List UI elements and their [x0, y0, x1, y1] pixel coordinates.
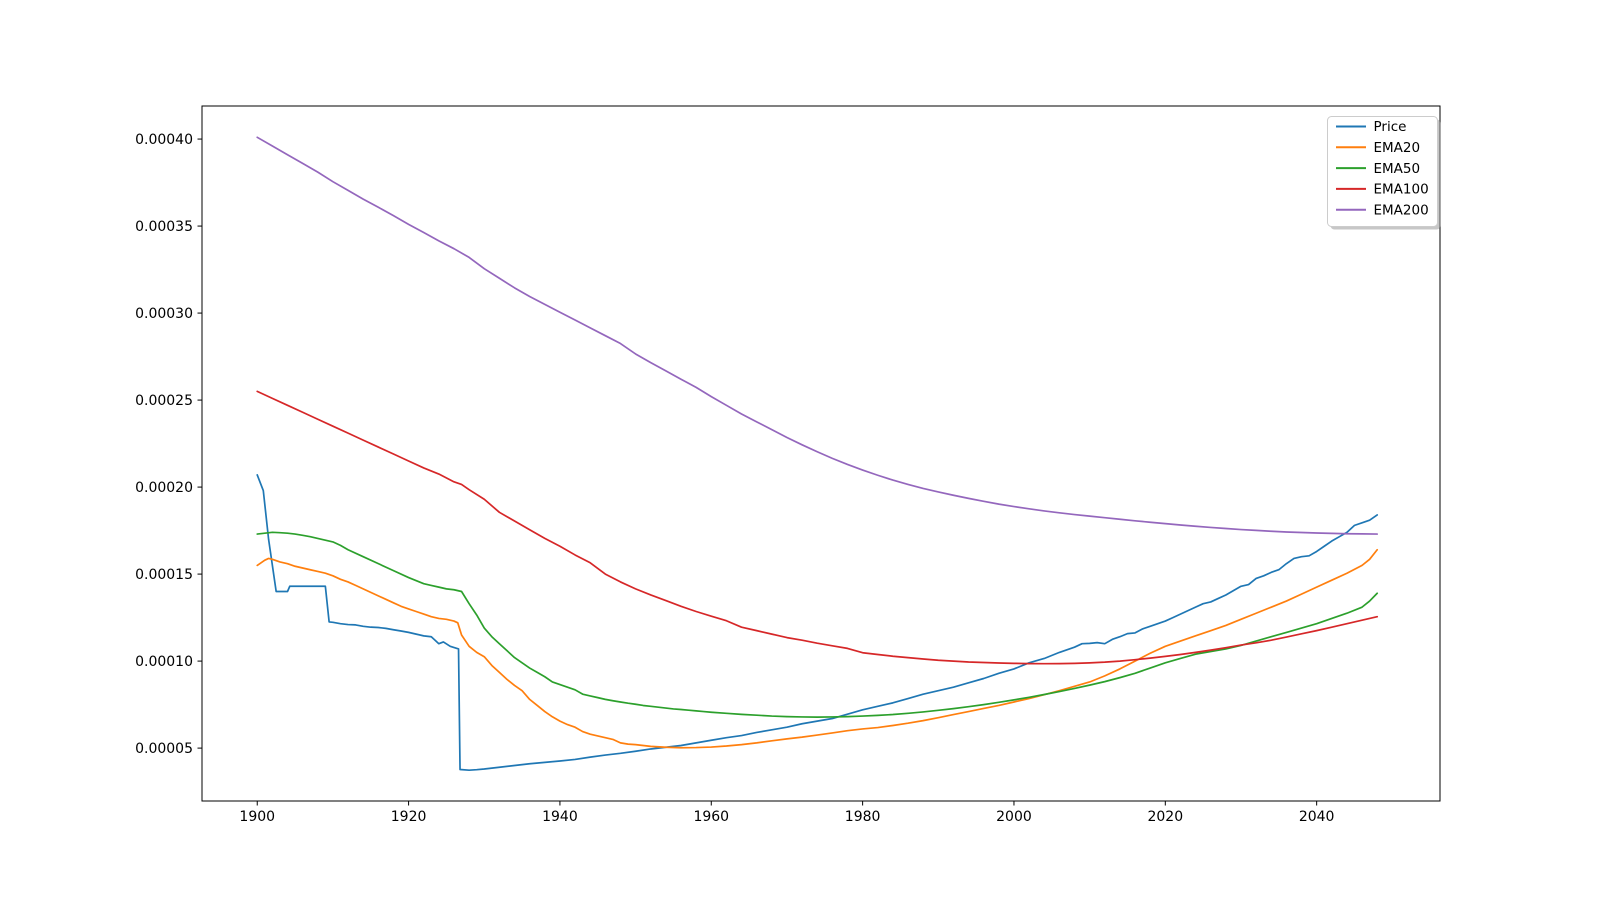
series-line-EMA20	[256, 548, 1379, 749]
y-tick-label: 0.00025	[135, 393, 193, 409]
legend-entry-Price: Price	[1336, 119, 1406, 135]
legend-entry-EMA200: EMA200	[1336, 202, 1429, 218]
x-tick-label: 2040	[1299, 809, 1335, 825]
legend-label: EMA20	[1374, 140, 1421, 156]
y-tick-label: 0.00040	[135, 132, 193, 148]
series-line-EMA200	[256, 136, 1379, 535]
legend-box	[1327, 116, 1438, 227]
x-tick-label: 1960	[693, 809, 729, 825]
x-tick-label: 1940	[542, 809, 578, 825]
x-tick-label: 2020	[1147, 809, 1183, 825]
y-tick-label: 0.00010	[135, 654, 193, 670]
y-tick-label: 0.00020	[135, 480, 193, 496]
y-tick-label: 0.00015	[135, 567, 193, 583]
y-tick-label: 0.00035	[135, 219, 193, 235]
x-tick-label: 1920	[391, 809, 427, 825]
x-axis: 1900 1920 1940 1960 1980 2000 2020 2040	[239, 801, 1334, 825]
y-tick-label: 0.00005	[135, 741, 193, 757]
legend-label: EMA50	[1374, 161, 1421, 177]
y-tick-label: 0.00030	[135, 306, 193, 322]
x-tick-label: 1900	[239, 809, 275, 825]
legend-label: Price	[1374, 119, 1407, 135]
series-line-EMA50	[256, 531, 1379, 718]
axes-spines	[201, 105, 1441, 802]
legend-entry-EMA50: EMA50	[1336, 161, 1420, 177]
legend-label: EMA200	[1374, 202, 1429, 218]
legend: Price EMA20 EMA50 EMA100 EMA200	[1327, 116, 1441, 230]
y-axis: 0.00005 0.00010 0.00015 0.00020 0.00025 0.000…	[135, 132, 202, 757]
legend-entry-EMA100: EMA100	[1336, 182, 1429, 198]
x-tick-label: 1980	[845, 809, 881, 825]
series-group	[256, 136, 1379, 772]
legend-entry-EMA20: EMA20	[1336, 140, 1420, 156]
x-tick-label: 2000	[996, 809, 1032, 825]
series-line-EMA100	[256, 390, 1379, 665]
legend-label: EMA100	[1374, 182, 1429, 198]
